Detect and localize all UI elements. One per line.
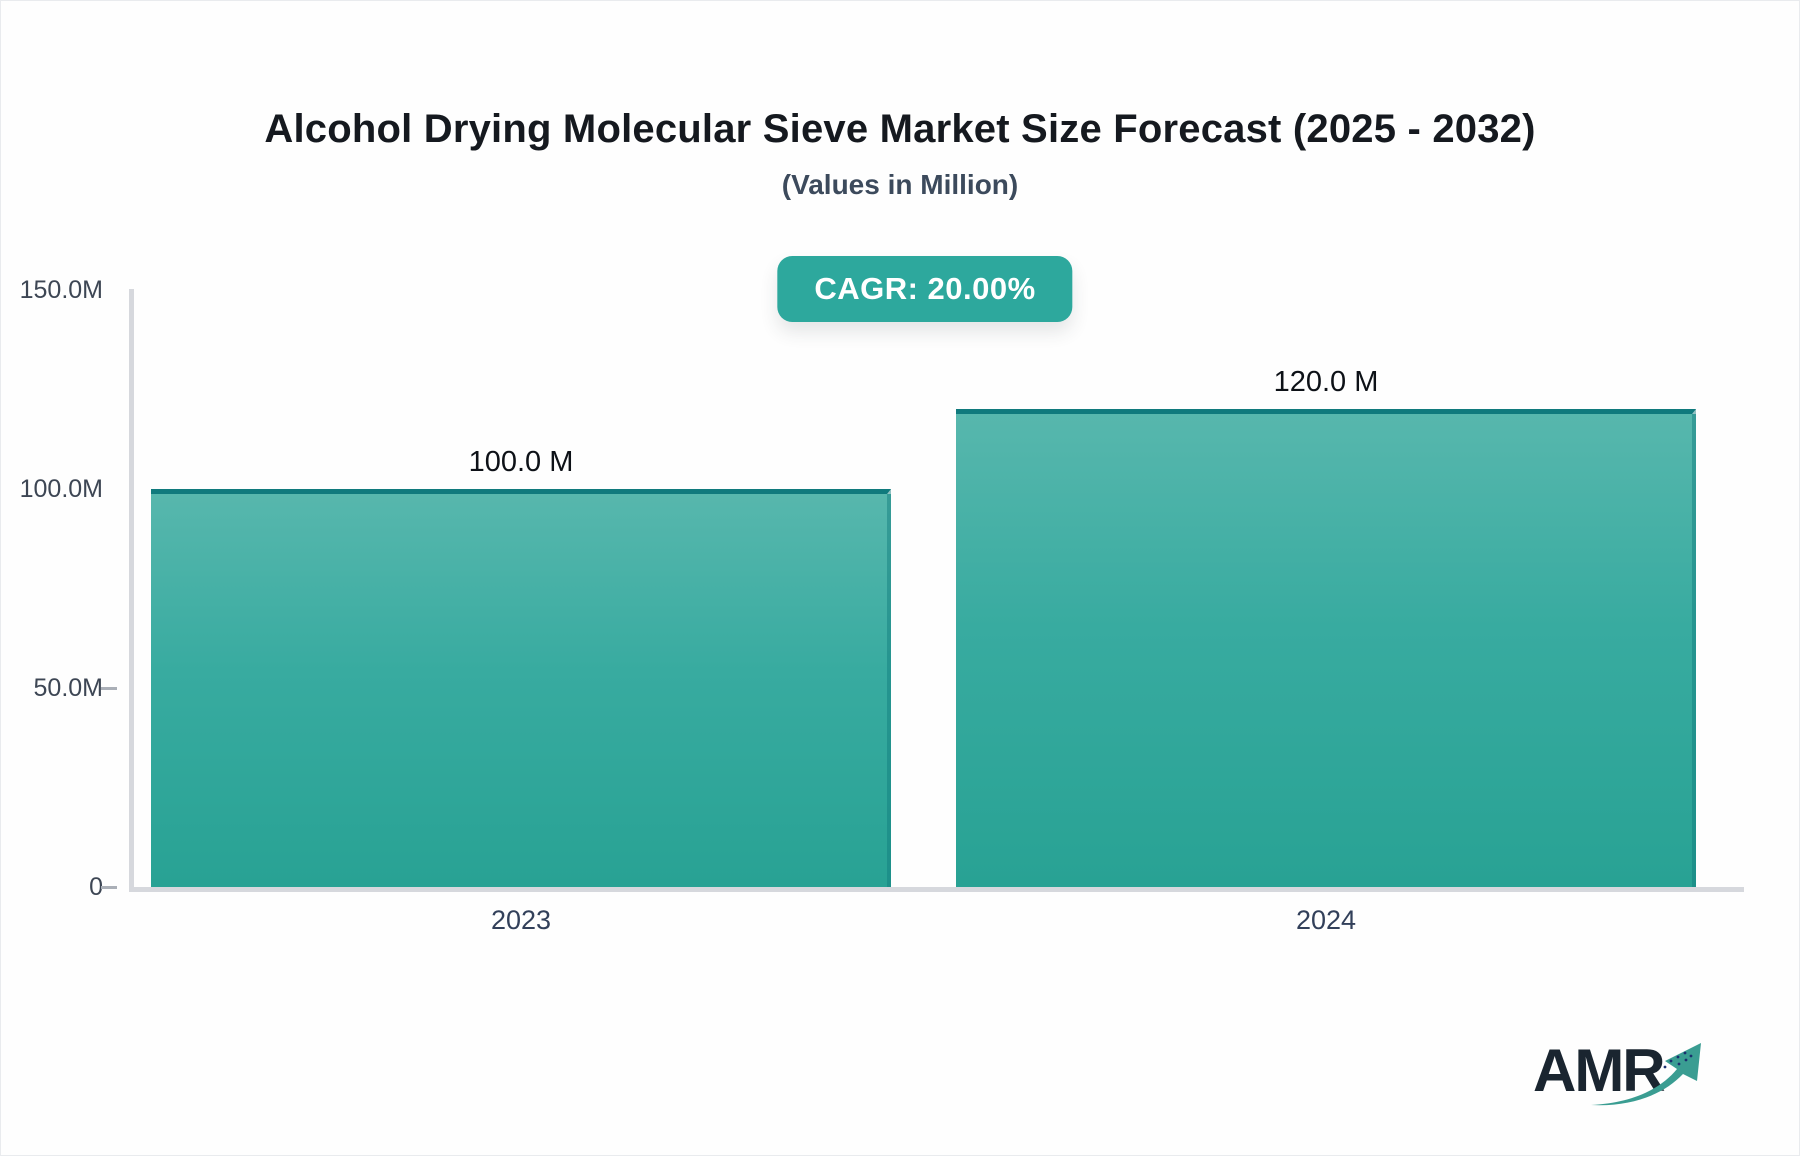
- amr-logo-text: AMR: [1533, 1037, 1665, 1104]
- trend-up-arrow-icon: [1591, 1043, 1701, 1106]
- amr-logo[interactable]: AMR: [1533, 1031, 1713, 1111]
- x-axis-label-2024: 2024: [1295, 905, 1357, 935]
- chart-subtitle: (Values in Million): [781, 169, 1019, 200]
- bar-value-label-2023: 100.0 M: [468, 446, 574, 478]
- y-axis-line: [129, 289, 134, 890]
- bar-2023[interactable]: [151, 489, 891, 887]
- y-axis-tick-label: 150.0M: [19, 276, 103, 304]
- y-axis-tick-mark: [101, 886, 117, 889]
- x-axis-baseline: [129, 887, 1744, 892]
- y-axis-tick-label: 0: [89, 873, 103, 901]
- cagr-badge: CAGR: 20.00%: [777, 256, 1073, 322]
- bar-value-label-2024: 120.0 M: [1273, 366, 1379, 399]
- x-axis-label-2023: 2023: [490, 905, 552, 935]
- y-axis-tick-label: 50.0M: [33, 674, 103, 702]
- bar-2024[interactable]: [956, 409, 1696, 887]
- chart-title: Alcohol Drying Molecular Sieve Market Si…: [264, 107, 1536, 151]
- y-axis-tick-mark: [101, 687, 117, 690]
- y-axis-tick-label: 100.0M: [19, 475, 103, 503]
